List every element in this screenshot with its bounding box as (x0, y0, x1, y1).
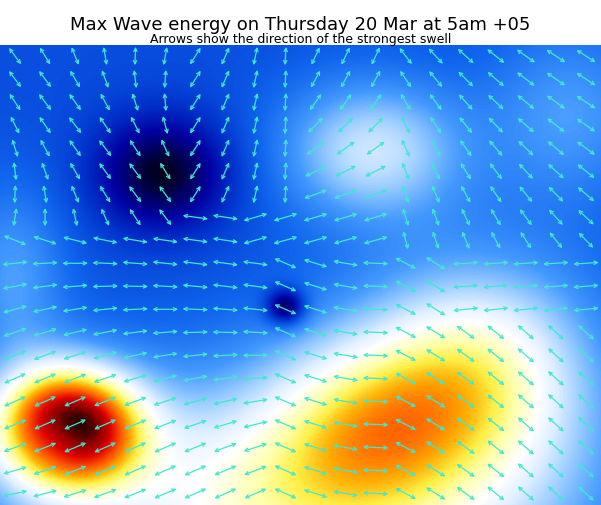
Text: Arrows show the direction of the strongest swell: Arrows show the direction of the stronge… (150, 33, 451, 46)
Text: Max Wave energy on Thursday 20 Mar at 5am +05: Max Wave energy on Thursday 20 Mar at 5a… (70, 16, 531, 34)
